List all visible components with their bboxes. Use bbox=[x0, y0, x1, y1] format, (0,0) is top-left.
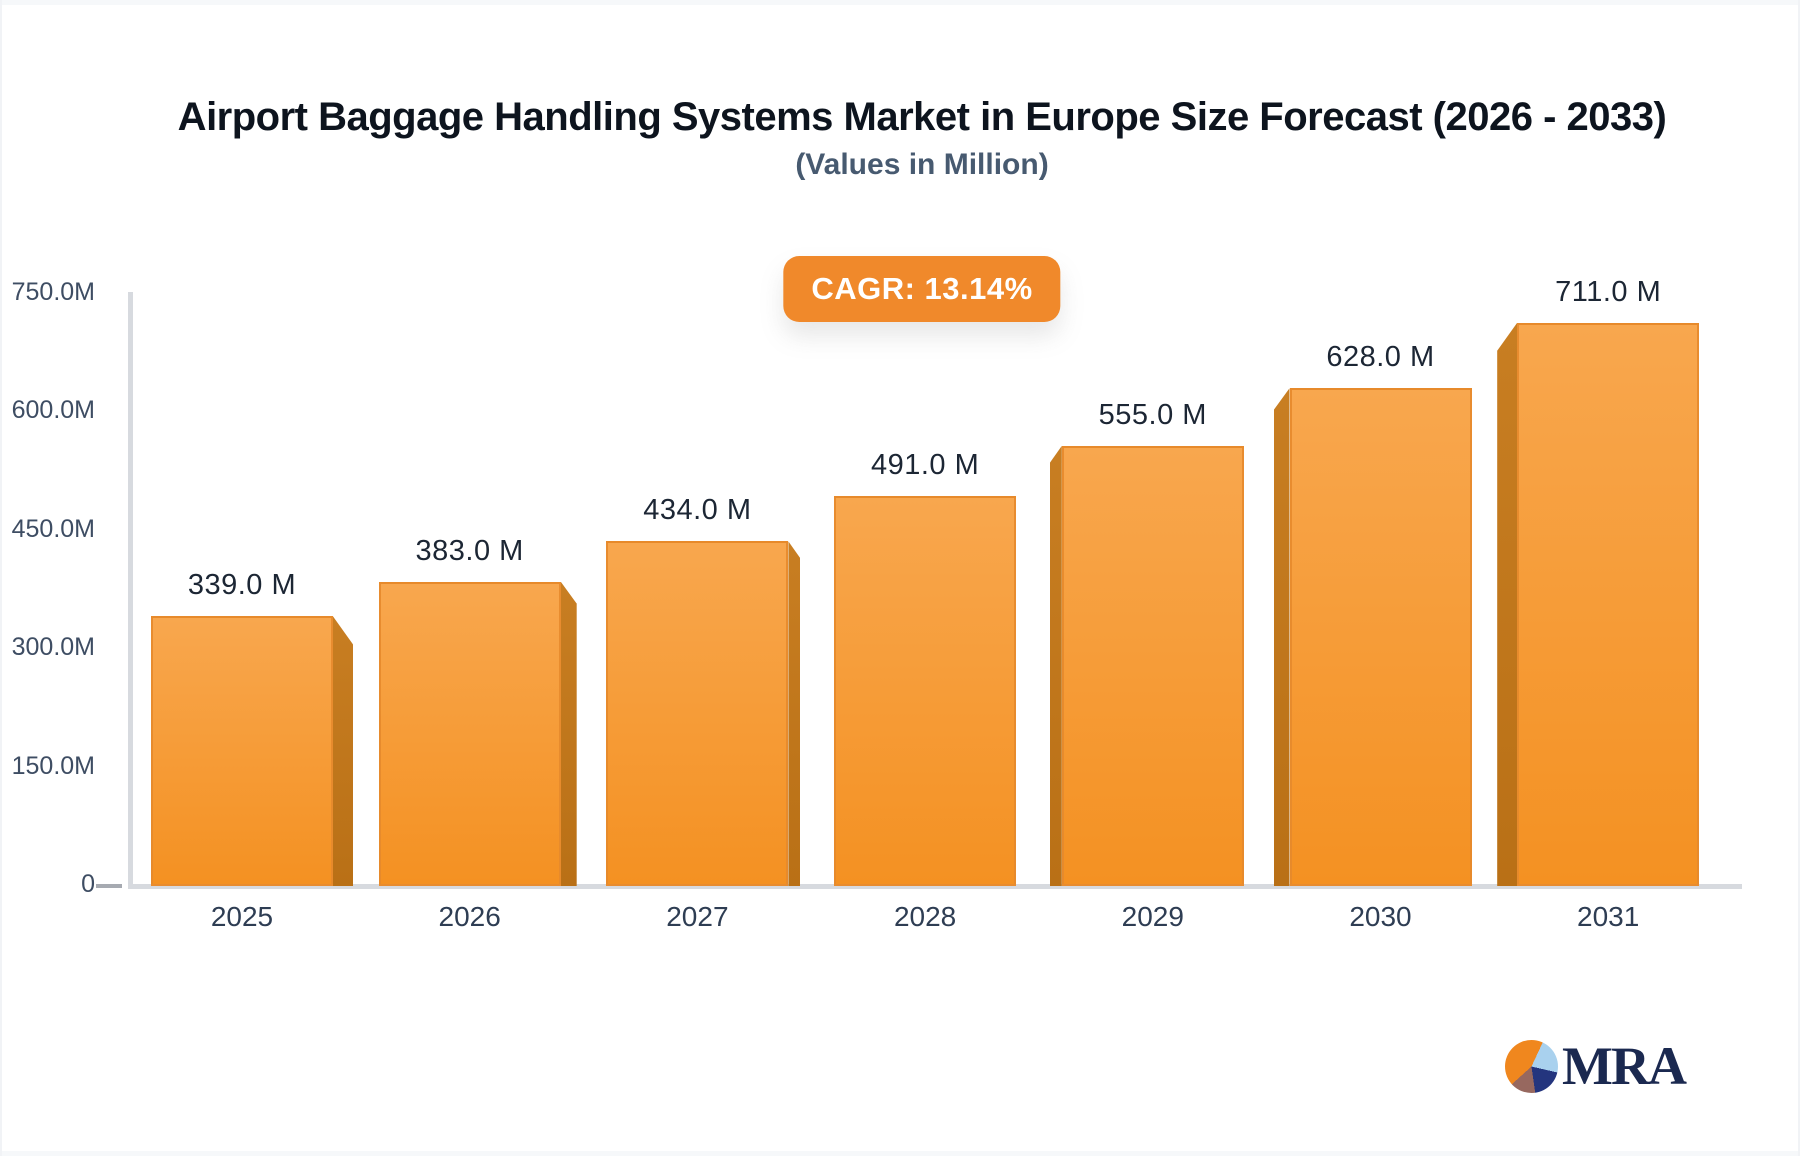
bar-value-label: 434.0 M bbox=[643, 494, 752, 527]
bar-value-label: 491.0 M bbox=[870, 449, 980, 482]
page-top-edge bbox=[0, 0, 1800, 5]
bar-2028 bbox=[834, 496, 1017, 886]
page-bottom-edge bbox=[0, 1151, 1800, 1156]
x-axis-line bbox=[128, 884, 1742, 889]
y-axis-tick-label: 150.0M bbox=[11, 751, 95, 780]
page-title: Airport Baggage Handling Systems Market … bbox=[177, 95, 1667, 139]
bar-2029 bbox=[1061, 445, 1244, 886]
bar-value-label: 383.0 M bbox=[415, 534, 524, 567]
cagr-badge: CAGR: 13.14% bbox=[783, 256, 1061, 322]
y-axis-line bbox=[128, 292, 133, 889]
logo-text: MRA bbox=[1562, 1036, 1687, 1096]
zero-tick-mark bbox=[96, 884, 122, 888]
bar-2027 bbox=[606, 541, 789, 886]
x-axis-label: 2025 bbox=[210, 901, 274, 932]
bar-3d-side bbox=[788, 541, 801, 886]
x-axis-label: 2031 bbox=[1577, 901, 1640, 932]
bar-value-label: 628.0 M bbox=[1326, 341, 1435, 374]
y-axis-tick-label: 300.0M bbox=[11, 633, 95, 662]
bar-3d-side bbox=[560, 581, 577, 886]
x-axis-label: 2027 bbox=[666, 901, 729, 932]
y-axis-tick-label: 450.0M bbox=[11, 514, 95, 543]
x-axis-label: 2028 bbox=[893, 901, 957, 932]
page-left-edge bbox=[0, 0, 2, 1156]
y-axis-tick-label: 600.0M bbox=[11, 396, 95, 425]
bar-value-label: 555.0 M bbox=[1098, 398, 1207, 431]
pie-chart-icon bbox=[1505, 1040, 1558, 1093]
bar-2030 bbox=[1289, 388, 1472, 886]
y-axis-tick-label: 0 bbox=[81, 870, 95, 898]
page-right-edge bbox=[1798, 0, 1800, 1156]
bar-2025 bbox=[151, 616, 333, 886]
x-axis-label: 2026 bbox=[438, 901, 501, 932]
bar-2031 bbox=[1517, 322, 1700, 886]
x-axis-label: 2029 bbox=[1121, 901, 1184, 932]
bar-3d-side bbox=[333, 616, 353, 886]
bar-3d-side bbox=[1273, 388, 1290, 886]
x-axis-label: 2030 bbox=[1349, 901, 1412, 932]
bar-3d-side bbox=[1497, 322, 1518, 886]
bar-3d-side bbox=[1049, 445, 1062, 886]
logo: MRA bbox=[1505, 1036, 1687, 1096]
y-axis-tick-label: 750.0M bbox=[11, 278, 95, 306]
bar-value-label: 711.0 M bbox=[1555, 275, 1662, 308]
page-subtitle: (Values in Million) bbox=[795, 148, 1049, 181]
bar-2026 bbox=[378, 581, 561, 886]
bar-value-label: 339.0 M bbox=[187, 569, 297, 602]
